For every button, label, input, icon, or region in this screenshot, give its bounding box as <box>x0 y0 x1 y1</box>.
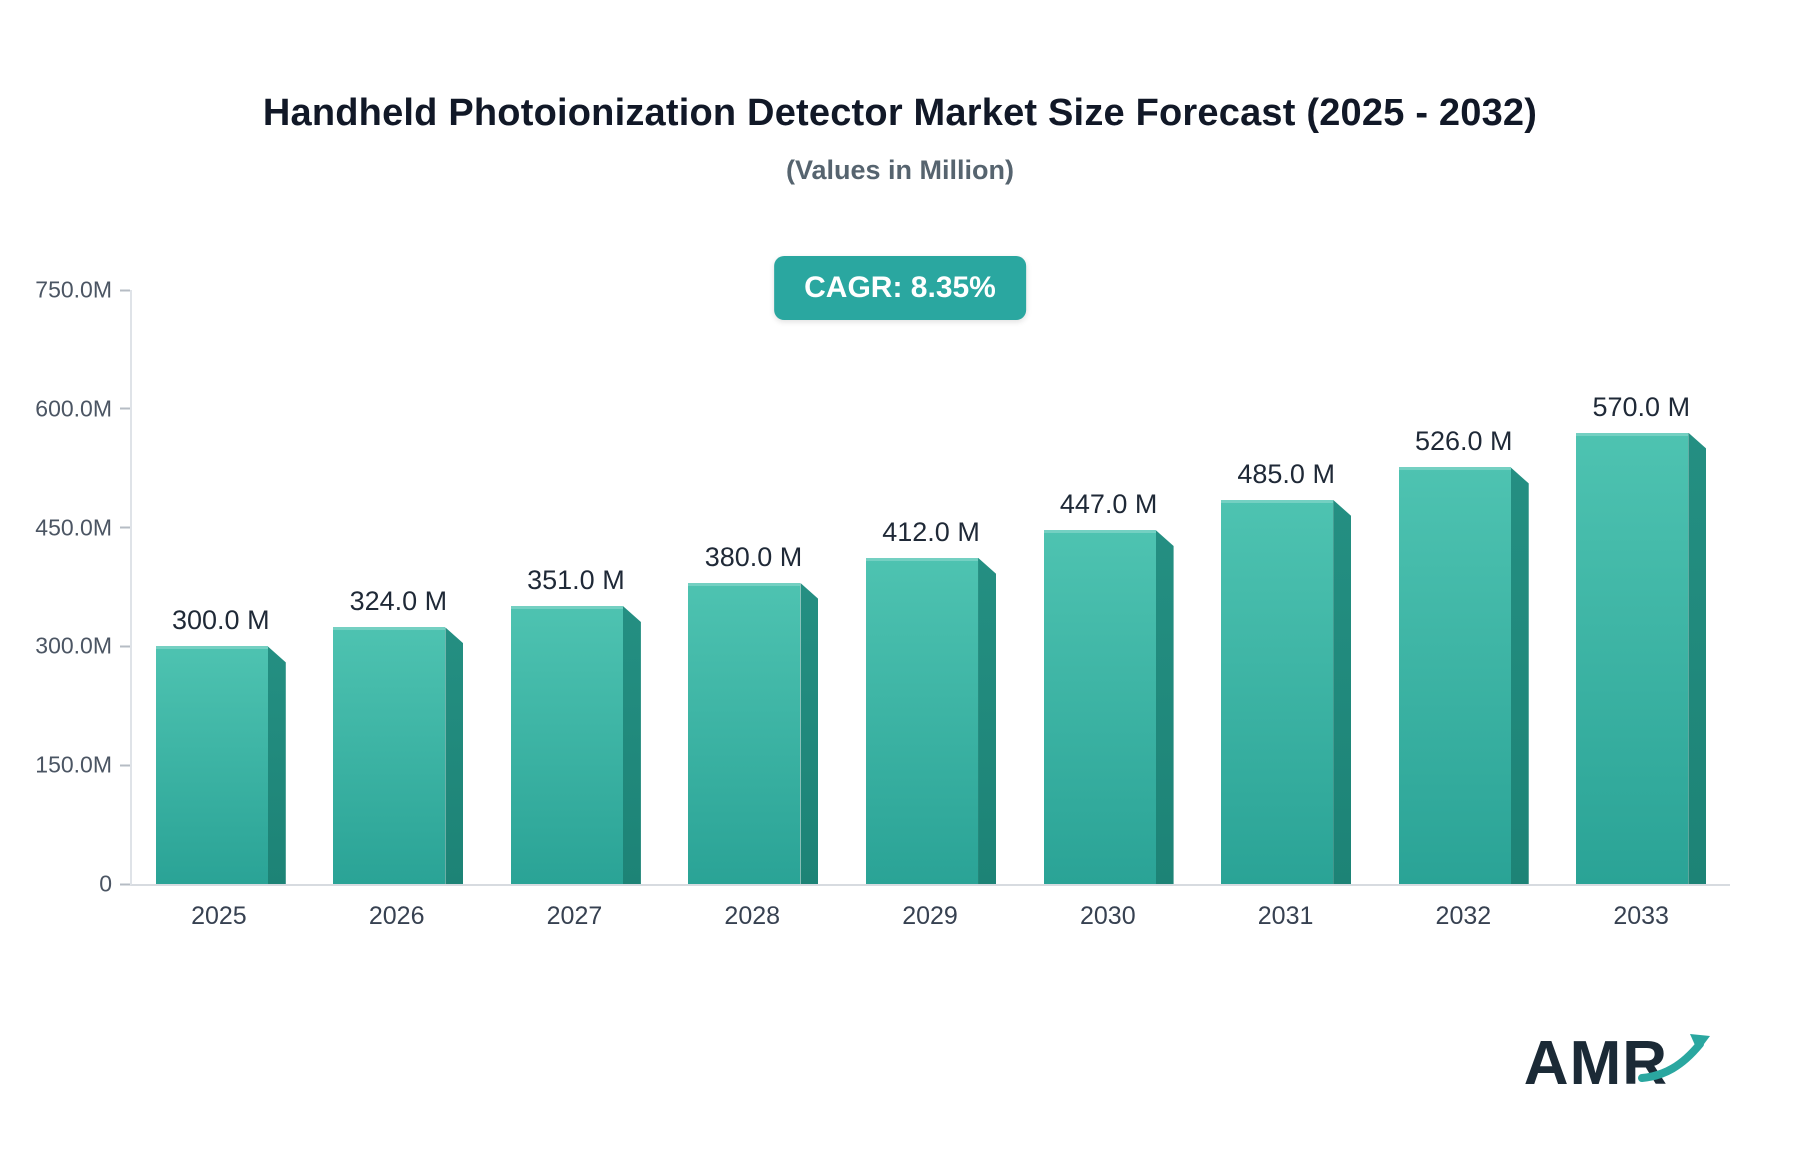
bar-column: 447.0 M <box>1020 290 1198 884</box>
y-axis-tick-label: 600.0M <box>35 395 112 422</box>
bar-side-face <box>1333 499 1352 884</box>
x-axis-label: 2028 <box>724 902 781 930</box>
bar-column: 412.0 M <box>842 290 1020 884</box>
bars-row: 300.0 M 324.0 M 351.0 M 380.0 M 412.0 M 447.0… <box>132 290 1730 884</box>
y-axis-tick-label: 0 <box>99 870 112 897</box>
y-axis-tick-mark <box>120 526 130 529</box>
bar <box>155 646 286 884</box>
y-axis-tick: 300.0M <box>35 633 130 660</box>
cagr-badge: CAGR: 8.35% <box>774 256 1026 320</box>
bar <box>510 606 641 884</box>
x-axis-label: 2025 <box>191 902 247 930</box>
bar-column: 351.0 M <box>487 290 665 884</box>
bar-column: 526.0 M <box>1375 290 1553 884</box>
x-axis-label: 2030 <box>1079 902 1136 930</box>
bar-value-label: 570.0 M <box>1592 391 1691 422</box>
bar-value-label: 447.0 M <box>1059 488 1158 519</box>
x-axis-labels: 2025 2026 2027 2028 2029 2030 2031 2032 2033 <box>130 886 1730 931</box>
y-axis-tick-label: 300.0M <box>35 632 112 659</box>
bar-column: 324.0 M <box>310 290 488 884</box>
y-axis-tick-label: 150.0M <box>35 751 112 778</box>
bar-column: 570.0 M <box>1553 290 1731 884</box>
bar-side-face <box>800 583 819 884</box>
bar-front-face <box>510 606 623 884</box>
x-axis-label: 2033 <box>1613 902 1669 930</box>
bar-front-face <box>1221 499 1334 884</box>
bar <box>1576 432 1707 884</box>
bar-front-face <box>1043 529 1156 884</box>
x-axis-label: 2031 <box>1257 902 1314 930</box>
bar-front-face <box>333 627 446 884</box>
y-axis-tick-label: 450.0M <box>35 514 112 541</box>
bar <box>1398 467 1529 884</box>
bar-front-face <box>866 557 979 884</box>
y-axis-tick-mark <box>120 883 130 885</box>
bar-column: 300.0 M <box>132 290 310 884</box>
bar-column: 485.0 M <box>1197 290 1375 884</box>
x-axis-label: 2026 <box>368 902 425 930</box>
amr-logo-text: AMR <box>1523 1029 1668 1098</box>
bar-side-face <box>978 557 997 884</box>
bar-value-label: 485.0 M <box>1237 458 1335 489</box>
bar-side-face <box>1688 432 1707 884</box>
y-axis-tick-mark <box>120 645 130 648</box>
y-axis-tick: 600.0M <box>35 395 130 422</box>
x-axis-label: 2027 <box>546 902 603 930</box>
bar-side-face <box>267 646 286 884</box>
bar <box>1043 529 1174 884</box>
bar-value-label: 324.0 M <box>349 586 448 617</box>
bar <box>688 583 819 884</box>
bar-side-face <box>1510 467 1529 884</box>
page-title: Handheld Photoionization Detector Market… <box>262 92 1538 134</box>
y-axis-tick: 750.0M <box>35 277 130 304</box>
plot-area: 300.0 M 324.0 M 351.0 M 380.0 M 412.0 M 447.0… <box>130 290 1730 886</box>
y-axis-tick-mark <box>120 407 130 410</box>
y-axis-tick: 150.0M <box>35 752 130 779</box>
bar-value-label: 380.0 M <box>704 542 803 573</box>
y-axis-tick: 0 <box>99 871 130 898</box>
x-axis: 2025 2026 2027 2028 2029 2030 2031 2032 2033 <box>0 886 1800 931</box>
bar-value-label: 526.0 M <box>1414 426 1513 457</box>
bar-front-face <box>688 583 801 884</box>
x-axis-label: 2032 <box>1435 902 1492 930</box>
bar <box>866 557 997 884</box>
bar <box>333 627 464 884</box>
growth-arrow-icon <box>1638 1032 1712 1089</box>
bar-column: 380.0 M <box>665 290 843 884</box>
y-axis-tick-mark <box>120 289 130 291</box>
bar-value-label: 412.0 M <box>882 516 980 547</box>
y-axis: 0 150.0M 300.0M 450.0M 600.0M 750.0M <box>0 277 130 897</box>
bar <box>1221 499 1352 884</box>
amr-logo: AMR <box>1524 1028 1712 1099</box>
y-axis-tick: 450.0M <box>35 514 130 541</box>
x-axis-label: 2029 <box>902 902 958 930</box>
chart-header: Handheld Photoionization Detector Market… <box>0 0 1800 186</box>
bar-front-face <box>1576 432 1689 884</box>
bar-value-label: 351.0 M <box>527 565 625 596</box>
y-axis-tick-mark <box>120 764 130 767</box>
bar-side-face <box>622 606 641 884</box>
y-axis-tick-label: 750.0M <box>35 276 112 303</box>
bar-value-label: 300.0 M <box>172 605 270 636</box>
chart-subtitle: (Values in Million) <box>785 155 1015 185</box>
bar-front-face <box>1398 467 1511 884</box>
bar-side-face <box>1155 529 1174 884</box>
bar-front-face <box>155 646 268 884</box>
bar-side-face <box>445 627 464 884</box>
